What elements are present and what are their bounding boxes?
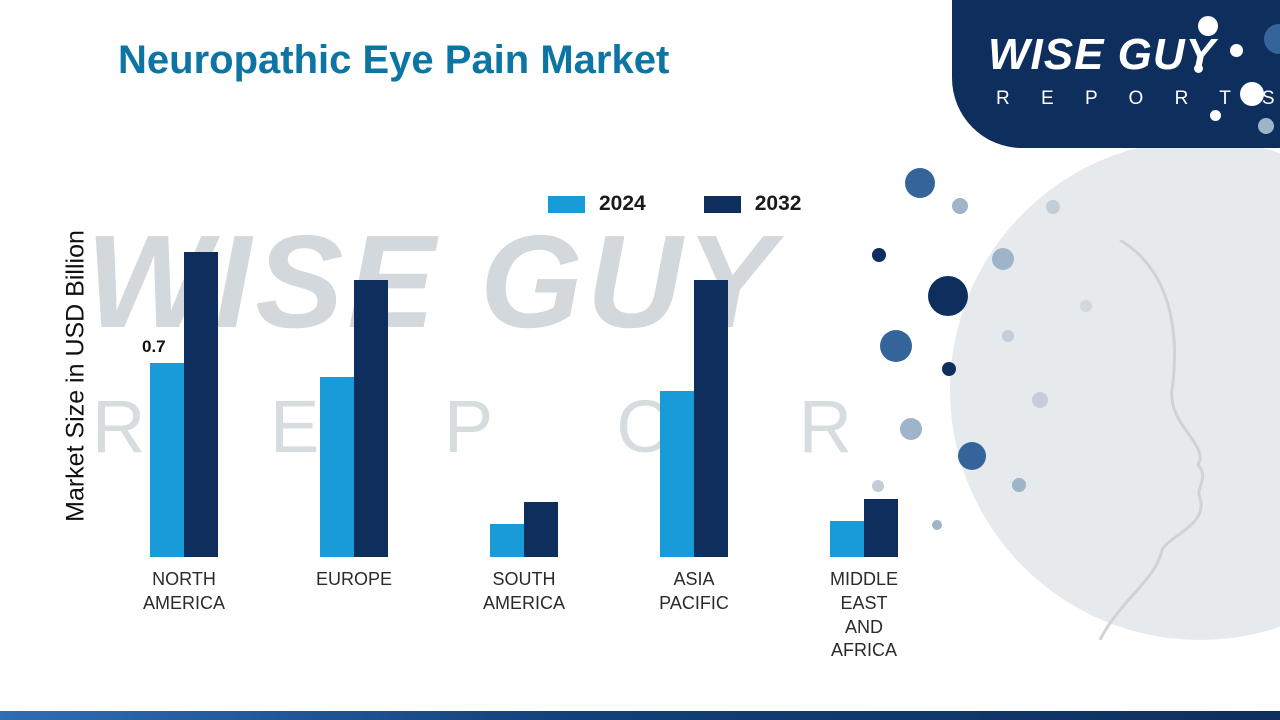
footer-bar — [0, 711, 1280, 720]
bar-group-europe — [320, 240, 388, 557]
page-title: Neuropathic Eye Pain Market — [118, 38, 670, 82]
bar-pair: 0.7 — [142, 252, 218, 557]
bar-chart-plot: 0.7 — [142, 240, 898, 557]
wise-guy-reports-logo: WISE GUY R E P O R T S — [952, 0, 1280, 148]
legend-label-2032: 2032 — [754, 192, 802, 215]
bar-pair — [490, 502, 558, 557]
category-axis: NORTH AMERICA EUROPE SOUTH AMERICA ASIA PAC… — [143, 568, 898, 660]
decorative-dot — [958, 442, 986, 470]
bar-2024-asia-pacific — [660, 391, 694, 557]
legend-label-2024: 2024 — [599, 192, 646, 215]
category-label-europe: EUROPE — [316, 568, 392, 589]
bar-2024-south-america — [490, 524, 524, 557]
category-label-text: EUROPE — [315, 569, 393, 589]
legend-item-2024: 2024 — [548, 192, 646, 216]
logo-dot — [1264, 24, 1280, 54]
bar-group-south-america — [490, 240, 558, 557]
logo-dot — [1210, 110, 1221, 121]
logo-dot — [1194, 64, 1203, 73]
category-label-south-america: SOUTH AMERICA — [483, 568, 565, 613]
logo-wordmark: WISE GUY — [988, 30, 1217, 79]
decorative-dot — [872, 480, 884, 492]
bar-2032-middle-east-and-africa — [864, 499, 898, 557]
decorative-dot — [1032, 392, 1048, 408]
category-label-north-america: NORTH AMERICA — [143, 568, 225, 613]
decorative-dot — [952, 198, 968, 214]
category-label-text: ASIA PACIFIC — [659, 569, 729, 613]
decorative-dot — [1002, 330, 1014, 342]
decorative-dot — [992, 248, 1014, 270]
bar-group-asia-pacific — [660, 240, 728, 557]
decorative-dot — [1012, 478, 1026, 492]
logo-dot — [1198, 16, 1218, 36]
decorative-dot — [880, 330, 912, 362]
category-label-middle-east-and-africa: MIDDLE EAST AND AFRICA — [830, 568, 898, 660]
y-axis-label: Market Size in USD Billion — [61, 230, 90, 522]
decorative-dot — [900, 418, 922, 440]
bar-pair — [320, 280, 388, 557]
decorative-dot — [872, 248, 886, 262]
bar-pair — [660, 280, 728, 557]
decorative-dot — [1080, 300, 1092, 312]
bar-2032-europe — [354, 280, 388, 557]
category-label-asia-pacific: ASIA PACIFIC — [659, 568, 729, 613]
decorative-dot — [928, 276, 968, 316]
decorative-dot — [932, 520, 942, 530]
legend-swatch-2024 — [548, 195, 585, 213]
bar-group-middle-east-and-africa — [830, 240, 898, 557]
logo-dot — [1240, 82, 1264, 106]
decorative-dot — [942, 362, 956, 376]
category-label-text: NORTH AMERICA — [142, 569, 225, 613]
bar-pair — [830, 499, 898, 557]
category-label-text: MIDDLE EAST AND AFRICA — [829, 569, 898, 661]
category-label-text: SOUTH AMERICA — [482, 569, 565, 613]
decorative-dot — [905, 168, 935, 198]
bar-2032-asia-pacific — [694, 280, 728, 557]
bar-group-north-america: 0.7 — [142, 240, 218, 557]
bar-2024-middle-east-and-africa — [830, 521, 864, 557]
bar-2024-europe — [320, 377, 354, 557]
face-profile-graphic — [1098, 240, 1205, 640]
bar-value-label: 0.7 — [142, 337, 166, 356]
legend-swatch-2032 — [703, 195, 741, 213]
logo-reports-text: R E P O R T S — [996, 88, 1280, 109]
bar-2032-south-america — [524, 502, 558, 557]
bar-2032-north-america — [184, 252, 218, 557]
logo-dot — [1258, 118, 1274, 134]
logo-dot — [1230, 44, 1243, 57]
decorative-dot — [1046, 200, 1060, 214]
bar-2024-north-america: 0.7 — [142, 337, 184, 557]
legend-item-2032: 2032 — [703, 192, 802, 216]
chart-legend: 2024 2032 — [548, 192, 801, 216]
